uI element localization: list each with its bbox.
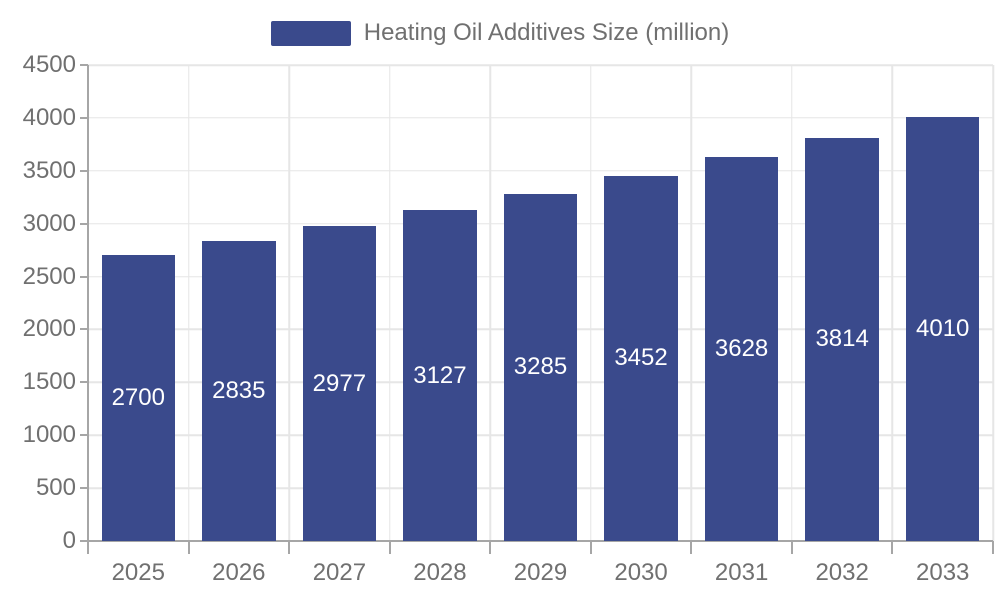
bar-cell: 3452: [591, 65, 692, 541]
bar-value-label: 3814: [815, 325, 869, 353]
x-axis-tick-label: 2031: [714, 559, 769, 586]
bar-value-label: 2700: [111, 384, 165, 412]
gridline-vertical: [388, 65, 391, 541]
legend-item[interactable]: Heating Oil Additives Size (million): [0, 20, 1000, 46]
y-axis-tick: [80, 540, 88, 542]
y-axis-tick: [80, 328, 88, 331]
gridline-vertical: [791, 65, 793, 541]
y-axis-tick: [80, 222, 88, 225]
bar[interactable]: 3127: [403, 210, 477, 541]
x-axis-tick-label: 2027: [312, 559, 367, 586]
bar-value-label: 3628: [714, 335, 769, 363]
y-axis-tick: [80, 169, 88, 172]
y-axis-tick-label: 500: [35, 474, 76, 502]
x-axis-tick-label: 2029: [513, 559, 568, 586]
y-axis-tick: [80, 275, 88, 278]
bar-value-label: 3127: [413, 361, 467, 389]
gridline-horizontal: [88, 64, 993, 66]
bar[interactable]: 2835: [202, 241, 276, 541]
bar[interactable]: 3285: [503, 193, 578, 541]
y-axis-line: [87, 65, 89, 554]
gridline-vertical: [187, 65, 190, 541]
y-axis-tick: [80, 434, 88, 437]
gridline-horizontal: [88, 117, 993, 119]
bar[interactable]: 2977: [302, 226, 377, 541]
y-axis-tick: [80, 487, 88, 490]
x-axis-tick: [187, 541, 190, 554]
x-axis-tick-label: 2033: [916, 559, 970, 586]
bar[interactable]: 2700: [101, 255, 175, 541]
y-axis-tick-label: 1000: [22, 421, 76, 449]
y-axis-tick-label: 3500: [22, 156, 76, 184]
x-axis-tick: [388, 541, 391, 554]
legend-swatch-icon: [270, 20, 351, 46]
y-axis-tick-label: 1500: [22, 368, 76, 396]
bar[interactable]: 3628: [704, 157, 779, 541]
bar-cell: 3628: [691, 65, 792, 541]
bar-cell: 4010: [892, 65, 993, 541]
gridline-vertical: [690, 65, 693, 541]
x-axis-tick: [992, 541, 994, 554]
plot-area: 2700 2835 2977 3127 3285 3452 3628 3814 4010: [80, 64, 994, 554]
bar-cell: 3127: [390, 65, 491, 541]
bar-value-label: 3285: [513, 353, 568, 381]
y-axis-tick-label: 0: [62, 527, 76, 554]
y-axis-tick-label: 3000: [22, 209, 76, 237]
bar-cell: 2835: [189, 65, 290, 541]
gridline-vertical: [891, 65, 894, 541]
legend-label: Heating Oil Additives Size (million): [363, 19, 730, 46]
y-axis-tick-label: 4000: [22, 103, 76, 131]
x-axis-tick-label: 2028: [413, 559, 467, 586]
bar[interactable]: 3452: [604, 175, 678, 541]
bar-value-label: 2977: [312, 369, 367, 397]
bar-cell: 2977: [289, 65, 390, 541]
x-axis-tick: [589, 541, 592, 554]
x-axis-tick: [891, 541, 894, 554]
bar-cell: 3814: [792, 65, 893, 541]
y-axis-tick: [80, 381, 88, 384]
y-axis-tick: [80, 64, 88, 66]
bar-value-label: 4010: [916, 314, 970, 342]
x-axis-tick: [690, 541, 693, 554]
x-axis-tick-label: 2025: [111, 559, 165, 586]
gridline-horizontal: [88, 170, 993, 172]
bar[interactable]: 4010: [906, 116, 980, 541]
bar-cell: 2700: [88, 65, 189, 541]
gridline-vertical: [288, 65, 290, 541]
bar-cell: 3285: [490, 65, 591, 541]
x-axis-tick-label: 2026: [212, 559, 266, 586]
y-axis-tick: [80, 116, 88, 119]
gridline-vertical: [590, 65, 592, 541]
gridline-vertical: [992, 65, 994, 541]
gridline-vertical: [489, 65, 491, 541]
bar-value-label: 3452: [614, 344, 668, 372]
x-axis-line: [88, 540, 993, 542]
y-axis-tick-label: 2500: [22, 262, 76, 290]
x-axis-tick: [790, 541, 793, 554]
x-axis-tick: [288, 541, 291, 554]
y-axis-tick-label: 4500: [22, 51, 76, 78]
x-axis-tick-label: 2030: [614, 559, 668, 586]
bar[interactable]: 3814: [805, 137, 879, 541]
x-axis-tick: [489, 541, 492, 554]
y-axis-tick-label: 2000: [22, 315, 76, 343]
bar-value-label: 2835: [212, 377, 266, 405]
x-axis-tick-label: 2032: [815, 559, 869, 586]
